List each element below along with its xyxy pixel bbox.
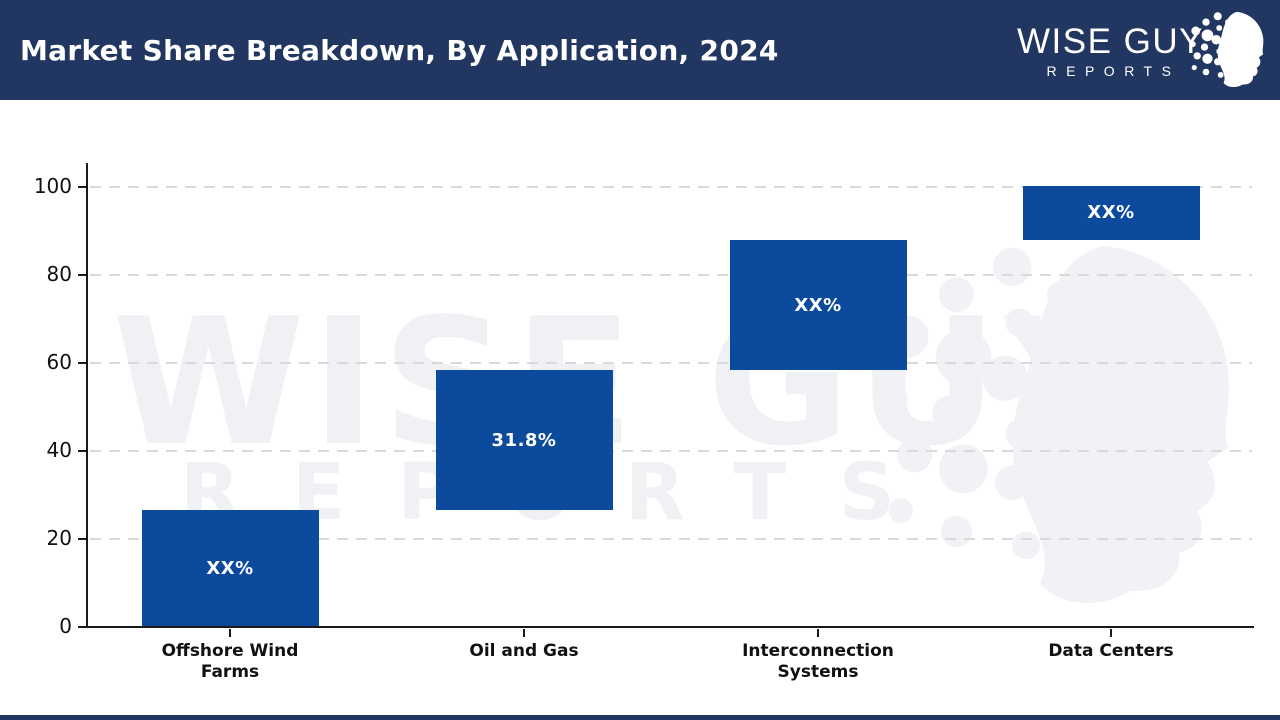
y-tick-label: 20 [46, 526, 72, 550]
category-label-line: Systems [777, 662, 859, 682]
gridline [90, 274, 1252, 276]
brand-tagline: REPORTS [1046, 62, 1181, 79]
dotted-face-profile-icon [1189, 11, 1264, 88]
bar-segment: XX% [729, 239, 907, 371]
y-tick-label: 60 [46, 350, 72, 374]
x-tick-mark [817, 629, 819, 637]
gridline [90, 186, 1252, 188]
bar-value-label: XX% [794, 294, 842, 316]
y-tick-label: 40 [46, 438, 72, 462]
bar-segment: XX% [141, 510, 319, 627]
category-label: Offshore Wind Farms [100, 641, 360, 683]
gridline [90, 538, 1252, 540]
x-tick-mark [229, 629, 231, 637]
x-tick-mark [523, 629, 525, 637]
gridline [90, 362, 1252, 364]
gridline [90, 450, 1252, 452]
header-bar: Market Share Breakdown, By Application, … [0, 0, 1280, 100]
brand-logo: WISE GUY REPORTS [1017, 0, 1272, 100]
y-tick-mark [78, 626, 87, 628]
brand-logo-text: WISE GUY REPORTS [1017, 22, 1204, 79]
bar-segment: XX% [1022, 186, 1200, 240]
y-tick-mark [78, 274, 87, 276]
page-title: Market Share Breakdown, By Application, … [20, 33, 779, 67]
bar-segment: 31.8% [435, 370, 613, 511]
brand-wordmark: WISE GUY [1016, 21, 1204, 61]
bar-value-label: XX% [1087, 202, 1135, 224]
category-label-line: Offshore Wind [161, 641, 299, 661]
y-tick-label: 0 [59, 614, 72, 638]
chart-area: WISE GUY REPORTS 020406080100XX%Offshore… [0, 100, 1280, 715]
y-tick-label: 80 [46, 262, 72, 286]
y-tick-label: 100 [33, 174, 72, 198]
category-label: Oil and Gas [394, 641, 654, 662]
category-label-line: Interconnection [742, 641, 894, 661]
y-tick-mark [78, 362, 87, 364]
bar-value-label: 31.8% [491, 429, 557, 451]
y-tick-mark [78, 186, 87, 188]
footer-accent-bar [0, 715, 1280, 720]
category-label-line: Farms [200, 662, 260, 682]
category-label: Interconnection Systems [688, 641, 948, 683]
x-tick-mark [1110, 629, 1112, 637]
x-axis-line [86, 626, 1254, 628]
category-label: Data Centers [981, 641, 1241, 662]
category-label-line: Oil and Gas [469, 641, 579, 661]
bar-value-label: XX% [206, 558, 254, 580]
y-tick-mark [78, 450, 87, 452]
y-axis-line [86, 163, 88, 628]
y-tick-mark [78, 538, 87, 540]
category-label-line: Data Centers [1048, 641, 1174, 661]
